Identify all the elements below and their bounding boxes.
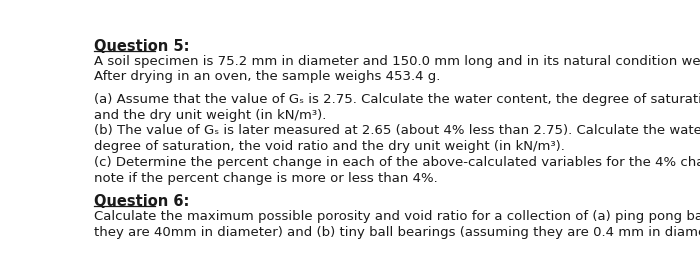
Text: A soil specimen is 75.2 mm in diameter and 150.0 mm long and in its natural cond: A soil specimen is 75.2 mm in diameter a…: [94, 55, 700, 68]
Text: Question 6:: Question 6:: [94, 194, 190, 209]
Text: Question 5:: Question 5:: [94, 39, 190, 54]
Text: (a) Assume that the value of Gₛ is 2.75. Calculate the water content, the degree: (a) Assume that the value of Gₛ is 2.75.…: [94, 93, 700, 106]
Text: (c) Determine the percent change in each of the above-calculated variables for t: (c) Determine the percent change in each…: [94, 156, 700, 169]
Text: degree of saturation, the void ratio and the dry unit weight (in kN/m³).: degree of saturation, the void ratio and…: [94, 140, 565, 153]
Text: they are 40mm in diameter) and (b) tiny ball bearings (assuming they are 0.4 mm : they are 40mm in diameter) and (b) tiny …: [94, 226, 700, 239]
Text: Calculate the maximum possible porosity and void ratio for a collection of (a) p: Calculate the maximum possible porosity …: [94, 210, 700, 223]
Text: After drying in an oven, the sample weighs 453.4 g.: After drying in an oven, the sample weig…: [94, 70, 440, 83]
Text: note if the percent change is more or less than 4%.: note if the percent change is more or le…: [94, 172, 438, 184]
Text: (b) The value of Gₛ is later measured at 2.65 (about 4% less than 2.75). Calcula: (b) The value of Gₛ is later measured at…: [94, 124, 700, 138]
Text: and the dry unit weight (in kN/m³).: and the dry unit weight (in kN/m³).: [94, 109, 326, 122]
